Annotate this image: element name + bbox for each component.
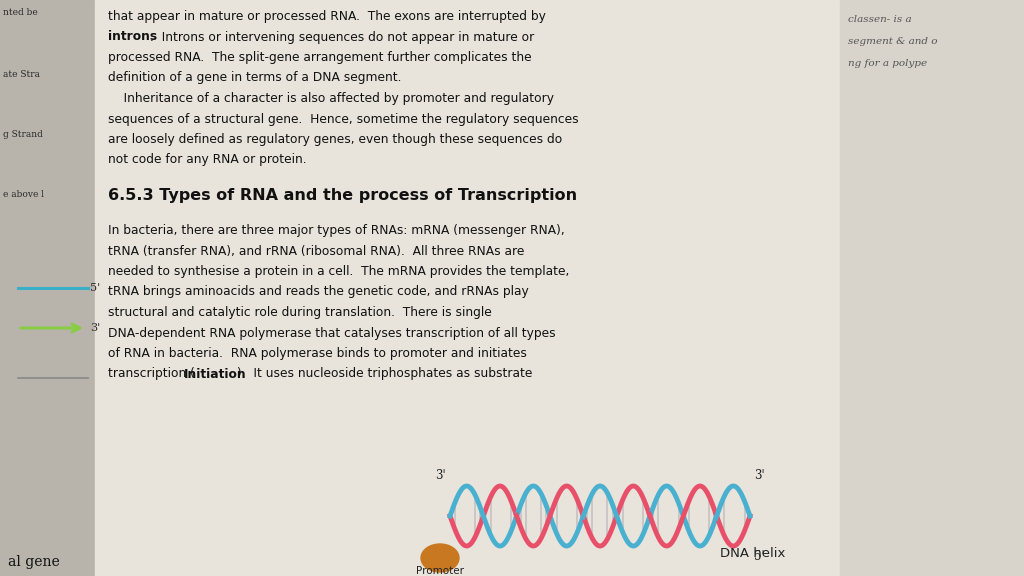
Ellipse shape <box>421 544 459 572</box>
Text: definition of a gene in terms of a DNA segment.: definition of a gene in terms of a DNA s… <box>108 71 401 85</box>
Text: ng for a polype: ng for a polype <box>848 59 927 68</box>
Text: segment & and o: segment & and o <box>848 37 938 46</box>
Text: .  Introns or intervening sequences do not appear in mature or: . Introns or intervening sequences do no… <box>150 31 535 44</box>
Text: In bacteria, there are three major types of RNAs: mRNA (messenger RNA),: In bacteria, there are three major types… <box>108 224 565 237</box>
Text: DNA-dependent RNA polymerase that catalyses transcription of all types: DNA-dependent RNA polymerase that cataly… <box>108 327 556 339</box>
Text: ate Stra: ate Stra <box>3 70 40 79</box>
Text: 3': 3' <box>754 469 765 482</box>
Bar <box>95 0 840 576</box>
Text: e above l: e above l <box>3 190 44 199</box>
Text: transcription (: transcription ( <box>108 367 195 381</box>
Text: structural and catalytic role during translation.  There is single: structural and catalytic role during tra… <box>108 306 492 319</box>
Text: tRNA brings aminoacids and reads the genetic code, and rRNAs play: tRNA brings aminoacids and reads the gen… <box>108 286 528 298</box>
Text: nted be: nted be <box>3 8 38 17</box>
Text: ).  It uses nucleoside triphosphates as substrate: ). It uses nucleoside triphosphates as s… <box>237 367 532 381</box>
Text: 3': 3' <box>435 469 446 482</box>
Text: 5': 5' <box>90 283 100 293</box>
Bar <box>0 0 95 576</box>
Text: processed RNA.  The split-gene arrangement further complicates the: processed RNA. The split-gene arrangemen… <box>108 51 531 64</box>
Text: Inheritance of a character is also affected by promoter and regulatory: Inheritance of a character is also affec… <box>108 92 554 105</box>
Text: that appear in mature or processed RNA.  The exons are interrupted by: that appear in mature or processed RNA. … <box>108 10 546 23</box>
Text: classen- is a: classen- is a <box>848 15 911 24</box>
Text: introns: introns <box>108 31 157 44</box>
Text: DNA helix: DNA helix <box>720 547 785 560</box>
Text: are loosely defined as regulatory genes, even though these sequences do: are loosely defined as regulatory genes,… <box>108 133 562 146</box>
Text: Initiation: Initiation <box>183 367 247 381</box>
Text: of RNA in bacteria.  RNA polymerase binds to promoter and initiates: of RNA in bacteria. RNA polymerase binds… <box>108 347 527 360</box>
Text: 5': 5' <box>435 550 446 563</box>
Text: not code for any RNA or protein.: not code for any RNA or protein. <box>108 153 306 166</box>
Text: 3': 3' <box>90 323 100 333</box>
Text: Promoter: Promoter <box>416 566 464 576</box>
Text: needed to synthesise a protein in a cell.  The mRNA provides the template,: needed to synthesise a protein in a cell… <box>108 265 569 278</box>
Text: tRNA (transfer RNA), and rRNA (ribosomal RNA).  All three RNAs are: tRNA (transfer RNA), and rRNA (ribosomal… <box>108 244 524 257</box>
Text: al gene: al gene <box>8 555 59 569</box>
Text: 6.5.3 Types of RNA and the process of Transcription: 6.5.3 Types of RNA and the process of Tr… <box>108 188 578 203</box>
Text: g Strand: g Strand <box>3 130 43 139</box>
Text: sequences of a structural gene.  Hence, sometime the regulatory sequences: sequences of a structural gene. Hence, s… <box>108 112 579 126</box>
Text: 5': 5' <box>754 550 765 563</box>
Bar <box>840 0 1024 576</box>
